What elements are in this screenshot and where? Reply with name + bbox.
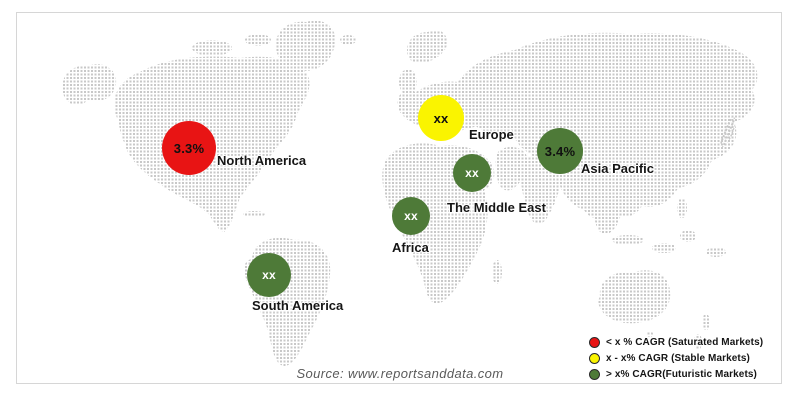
bubble-value-middle-east: xx bbox=[465, 166, 479, 180]
iceland bbox=[340, 35, 356, 45]
indochina bbox=[593, 191, 622, 235]
new-guinea bbox=[706, 247, 726, 257]
source-attribution: Source: www.reportsanddata.com bbox=[296, 366, 504, 381]
bubble-value-africa: xx bbox=[404, 209, 418, 223]
arctic-islands-icon bbox=[192, 40, 232, 56]
bubble-north-america: 3.3% bbox=[162, 121, 216, 175]
bubble-africa: xx bbox=[392, 197, 430, 235]
japan bbox=[720, 117, 736, 147]
british-isles bbox=[399, 69, 417, 95]
borneo bbox=[680, 230, 696, 242]
region-label-middle-east: The Middle East bbox=[447, 200, 546, 215]
new-zealand-south bbox=[694, 334, 702, 350]
arctic-islands-2-icon bbox=[245, 34, 271, 46]
new-zealand-north bbox=[702, 314, 710, 330]
region-label-south-america: South America bbox=[252, 298, 344, 313]
legend-label-stable: x - x% CAGR (Stable Markets) bbox=[606, 353, 750, 364]
region-label-north-america: North America bbox=[217, 153, 307, 168]
green-dot-icon bbox=[589, 369, 600, 380]
legend-item-saturated: < x % CAGR (Saturated Markets) bbox=[589, 337, 763, 348]
bubble-value-europe: xx bbox=[433, 110, 449, 126]
caribbean bbox=[243, 211, 265, 217]
bubble-value-south-america: xx bbox=[262, 268, 276, 282]
bubble-value-north-america: 3.3% bbox=[173, 140, 205, 156]
scandinavia bbox=[407, 30, 448, 63]
arabian-peninsula bbox=[495, 146, 528, 191]
legend: < x % CAGR (Saturated Markets) x - x% CA… bbox=[589, 337, 763, 380]
region-label-africa: Africa bbox=[392, 240, 429, 255]
bubble-europe: xx bbox=[418, 95, 464, 141]
legend-label-saturated: < x % CAGR (Saturated Markets) bbox=[606, 337, 764, 348]
red-dot-icon bbox=[589, 337, 600, 348]
continent-alaska bbox=[62, 64, 117, 105]
continent-eurasia bbox=[397, 32, 758, 219]
region-label-asia-pacific: Asia Pacific bbox=[581, 161, 654, 176]
yellow-dot-icon bbox=[589, 353, 600, 364]
greenland bbox=[275, 20, 336, 71]
legend-label-futuristic: > x% CAGR(Futuristic Markets) bbox=[606, 369, 757, 380]
indonesia-west bbox=[612, 235, 644, 245]
madagascar bbox=[492, 260, 502, 284]
bubble-asia-pacific: 3.4% bbox=[537, 128, 583, 174]
bubble-south-america: xx bbox=[247, 253, 291, 297]
continent-australia bbox=[598, 270, 671, 324]
tasmania bbox=[647, 331, 653, 337]
legend-item-futuristic: > x% CAGR(Futuristic Markets) bbox=[589, 369, 763, 380]
indonesia-east bbox=[652, 243, 676, 253]
bubble-middle-east: xx bbox=[453, 154, 491, 192]
legend-item-stable: x - x% CAGR (Stable Markets) bbox=[589, 353, 763, 364]
bubble-value-asia-pacific: 3.4% bbox=[544, 143, 576, 159]
philippines bbox=[677, 198, 687, 218]
region-label-europe: Europe bbox=[469, 127, 514, 142]
